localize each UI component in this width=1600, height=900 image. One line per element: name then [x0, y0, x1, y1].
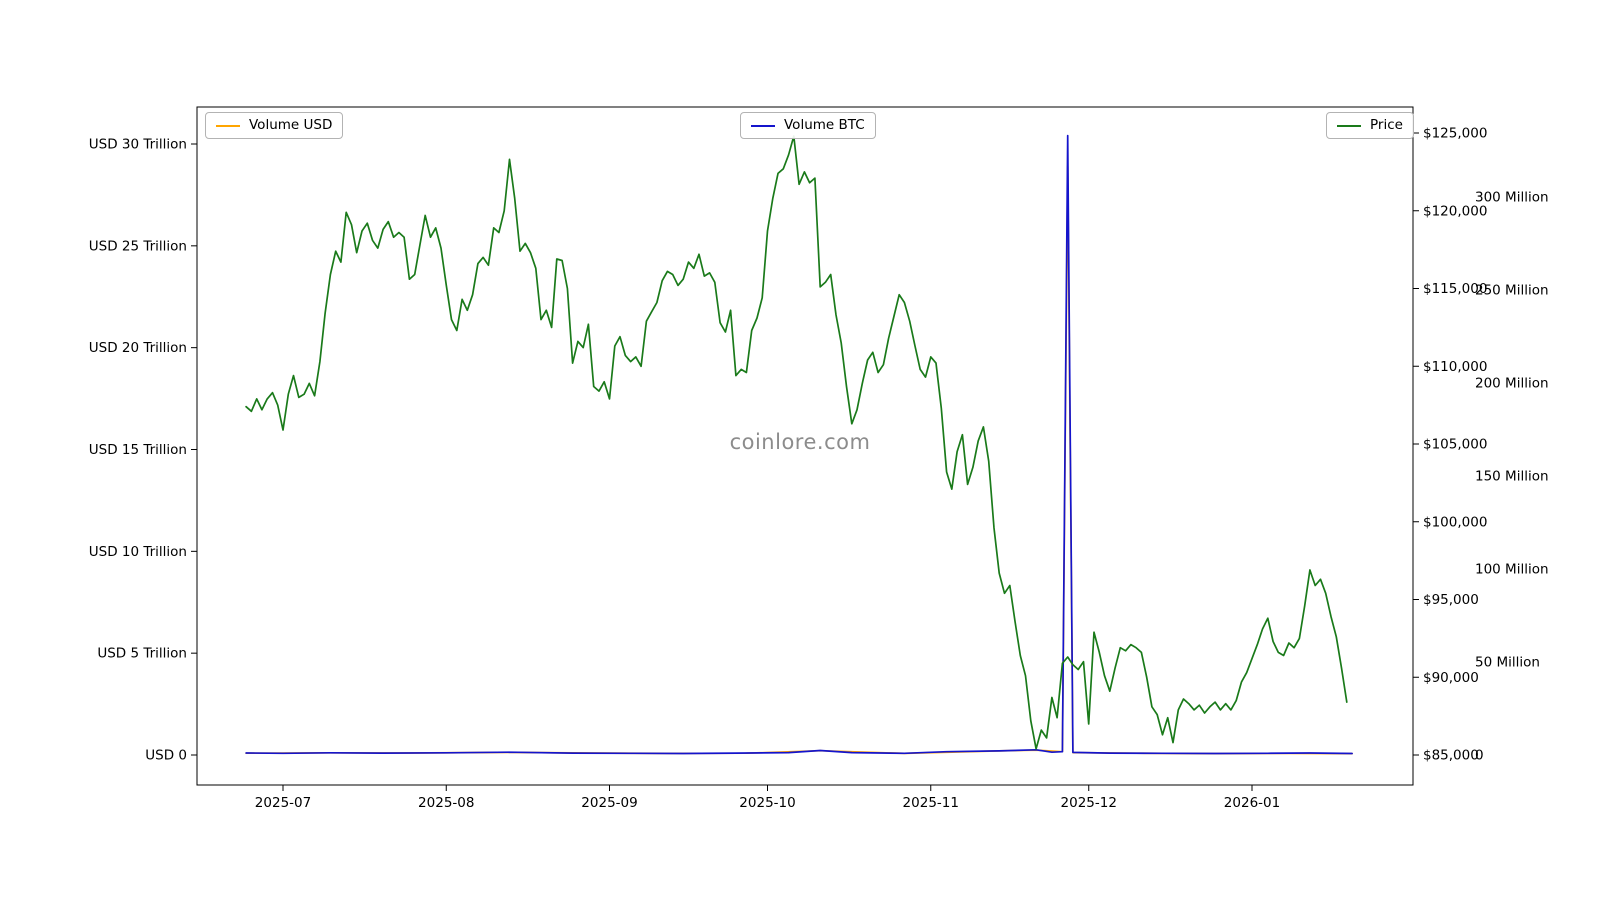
series-line-volume-usd [245, 165, 1353, 755]
legend-price-label: Price [1370, 116, 1403, 133]
x-axis-tick-label: 2025-08 [418, 795, 474, 811]
left-axis-tick-label: USD 10 Trillion [89, 544, 187, 560]
price-axis-tick-label: $110,000 [1423, 359, 1487, 375]
watermark: coinlore.com [729, 430, 871, 454]
volume-axis-tick-label: 250 Million [1475, 283, 1549, 299]
price-axis-tick-label: $125,000 [1423, 126, 1487, 142]
left-axis-tick-label: USD 5 Trillion [97, 646, 187, 662]
x-axis-tick-label: 2025-12 [1061, 795, 1117, 811]
x-axis-tick-label: 2025-10 [739, 795, 795, 811]
price-axis-tick-label: $115,000 [1423, 281, 1487, 297]
price-axis-tick-label: $95,000 [1423, 592, 1479, 608]
left-axis-tick-label: USD 25 Trillion [89, 238, 187, 254]
price-axis-tick-label: $90,000 [1423, 670, 1479, 686]
series-line-price [245, 135, 1348, 750]
volume-btc-line-swatch [751, 124, 775, 127]
price-line-swatch [1337, 124, 1361, 127]
volume-axis-tick-label: 50 Million [1475, 655, 1540, 671]
x-axis-tick-label: 2026-01 [1224, 795, 1280, 811]
left-axis-tick-label: USD 15 Trillion [89, 442, 187, 458]
left-axis-tick-label: USD 0 [145, 748, 187, 764]
x-axis-tick-label: 2025-09 [581, 795, 637, 811]
price-axis-tick-label: $85,000 [1423, 748, 1479, 764]
legend-price: Price [1326, 112, 1414, 139]
left-axis-tick-label: USD 20 Trillion [89, 340, 187, 356]
volume-usd-line-swatch [216, 124, 240, 127]
legend-volume-usd: Volume USD [205, 112, 344, 139]
price-axis-tick-label: $100,000 [1423, 514, 1487, 530]
legend-volume-usd-label: Volume USD [249, 116, 333, 133]
series-line-volume-btc [245, 134, 1353, 755]
volume-axis-tick-label: 100 Million [1475, 562, 1549, 578]
volume-axis-tick-label: 300 Million [1475, 190, 1549, 206]
plot-border [196, 106, 1414, 786]
price-axis-tick-label: $105,000 [1423, 437, 1487, 453]
legend-volume-btc-label: Volume BTC [784, 116, 865, 133]
x-axis-tick-label: 2025-07 [255, 795, 311, 811]
volume-axis-tick-label: 200 Million [1475, 376, 1549, 392]
volume-axis-tick-label: 0 [1475, 748, 1484, 764]
volume-axis-tick-label: 150 Million [1475, 469, 1549, 485]
left-axis-tick-label: USD 30 Trillion [89, 137, 187, 153]
x-axis-tick-label: 2025-11 [903, 795, 959, 811]
legend-volume-btc: Volume BTC [740, 112, 876, 139]
price-axis-tick-label: $120,000 [1423, 203, 1487, 219]
